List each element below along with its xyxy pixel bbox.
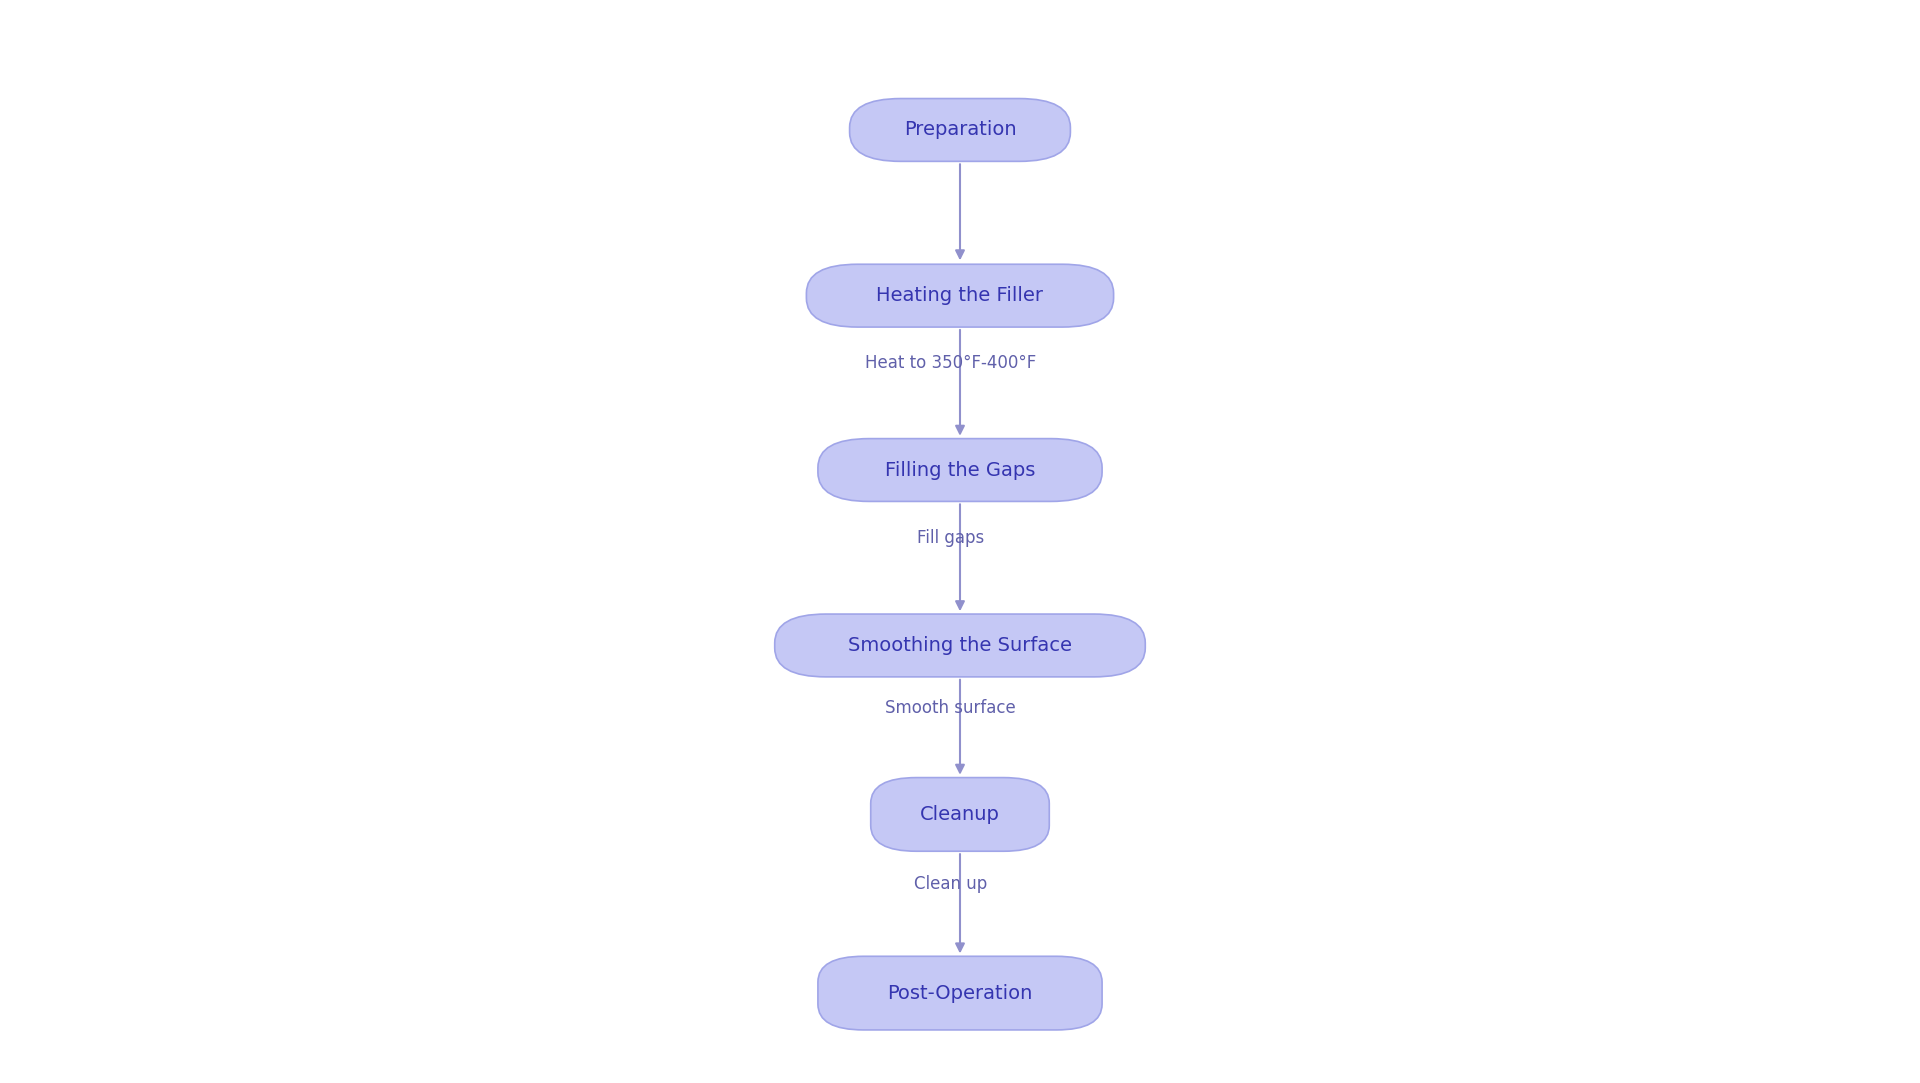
- FancyBboxPatch shape: [774, 614, 1144, 677]
- FancyBboxPatch shape: [818, 956, 1102, 1030]
- FancyBboxPatch shape: [806, 264, 1114, 327]
- Text: Heat to 350°F-400°F: Heat to 350°F-400°F: [864, 354, 1037, 373]
- FancyBboxPatch shape: [872, 778, 1048, 851]
- Text: Cleanup: Cleanup: [920, 805, 1000, 824]
- Text: Post-Operation: Post-Operation: [887, 983, 1033, 1003]
- FancyBboxPatch shape: [818, 439, 1102, 501]
- Text: Smoothing the Surface: Smoothing the Surface: [849, 636, 1071, 655]
- Text: Smooth surface: Smooth surface: [885, 699, 1016, 717]
- Text: Preparation: Preparation: [904, 120, 1016, 140]
- Text: Fill gaps: Fill gaps: [916, 530, 985, 547]
- Text: Clean up: Clean up: [914, 875, 987, 893]
- FancyBboxPatch shape: [849, 99, 1071, 161]
- Text: Filling the Gaps: Filling the Gaps: [885, 460, 1035, 480]
- Text: Heating the Filler: Heating the Filler: [877, 286, 1043, 305]
